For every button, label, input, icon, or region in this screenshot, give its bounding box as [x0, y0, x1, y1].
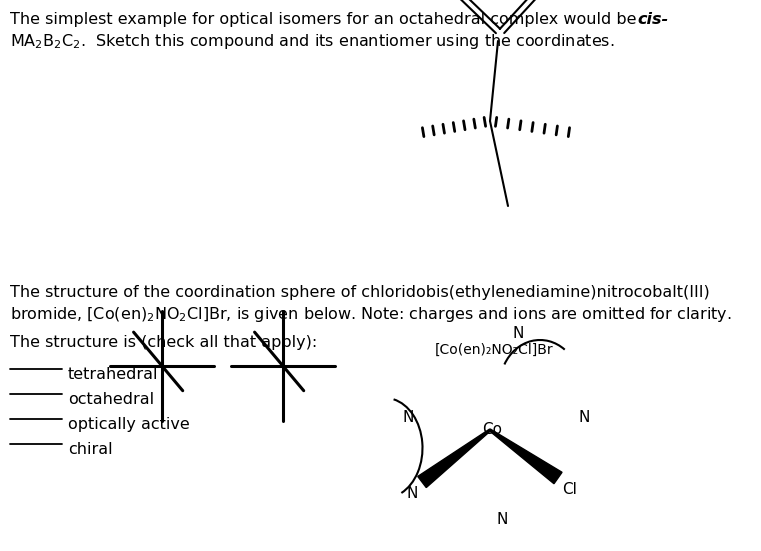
Text: optically active: optically active: [68, 417, 189, 432]
Polygon shape: [489, 429, 562, 484]
Text: The simplest example for optical isomers for an octahedral complex would be: The simplest example for optical isomers…: [10, 12, 642, 27]
Text: chiral: chiral: [68, 442, 113, 457]
Text: The structure of the coordination sphere of chloridobis(ethylenediamine)nitrocob: The structure of the coordination sphere…: [10, 285, 710, 300]
Text: cis-: cis-: [637, 12, 668, 27]
Text: Co: Co: [482, 423, 502, 437]
Text: The structure is (check all that apply):: The structure is (check all that apply):: [10, 335, 317, 350]
Text: Cl: Cl: [562, 482, 577, 497]
Text: [Co(en)₂NO₂Cl]Br: [Co(en)₂NO₂Cl]Br: [435, 343, 553, 357]
Text: N: N: [579, 410, 591, 425]
Text: bromide, [Co(en)$_2$NO$_2$Cl]Br, is given below. Note: charges and ions are omit: bromide, [Co(en)$_2$NO$_2$Cl]Br, is give…: [10, 305, 731, 324]
Text: MA$_2$B$_2$C$_2$.  Sketch this compound and its enantiomer using the coordinates: MA$_2$B$_2$C$_2$. Sketch this compound a…: [10, 32, 615, 51]
Text: N: N: [496, 512, 508, 527]
Text: N: N: [512, 326, 524, 341]
Text: N: N: [406, 486, 418, 501]
Polygon shape: [418, 429, 491, 488]
Text: N: N: [403, 410, 414, 425]
Text: octahedral: octahedral: [68, 392, 154, 407]
Text: tetrahedral: tetrahedral: [68, 367, 158, 382]
